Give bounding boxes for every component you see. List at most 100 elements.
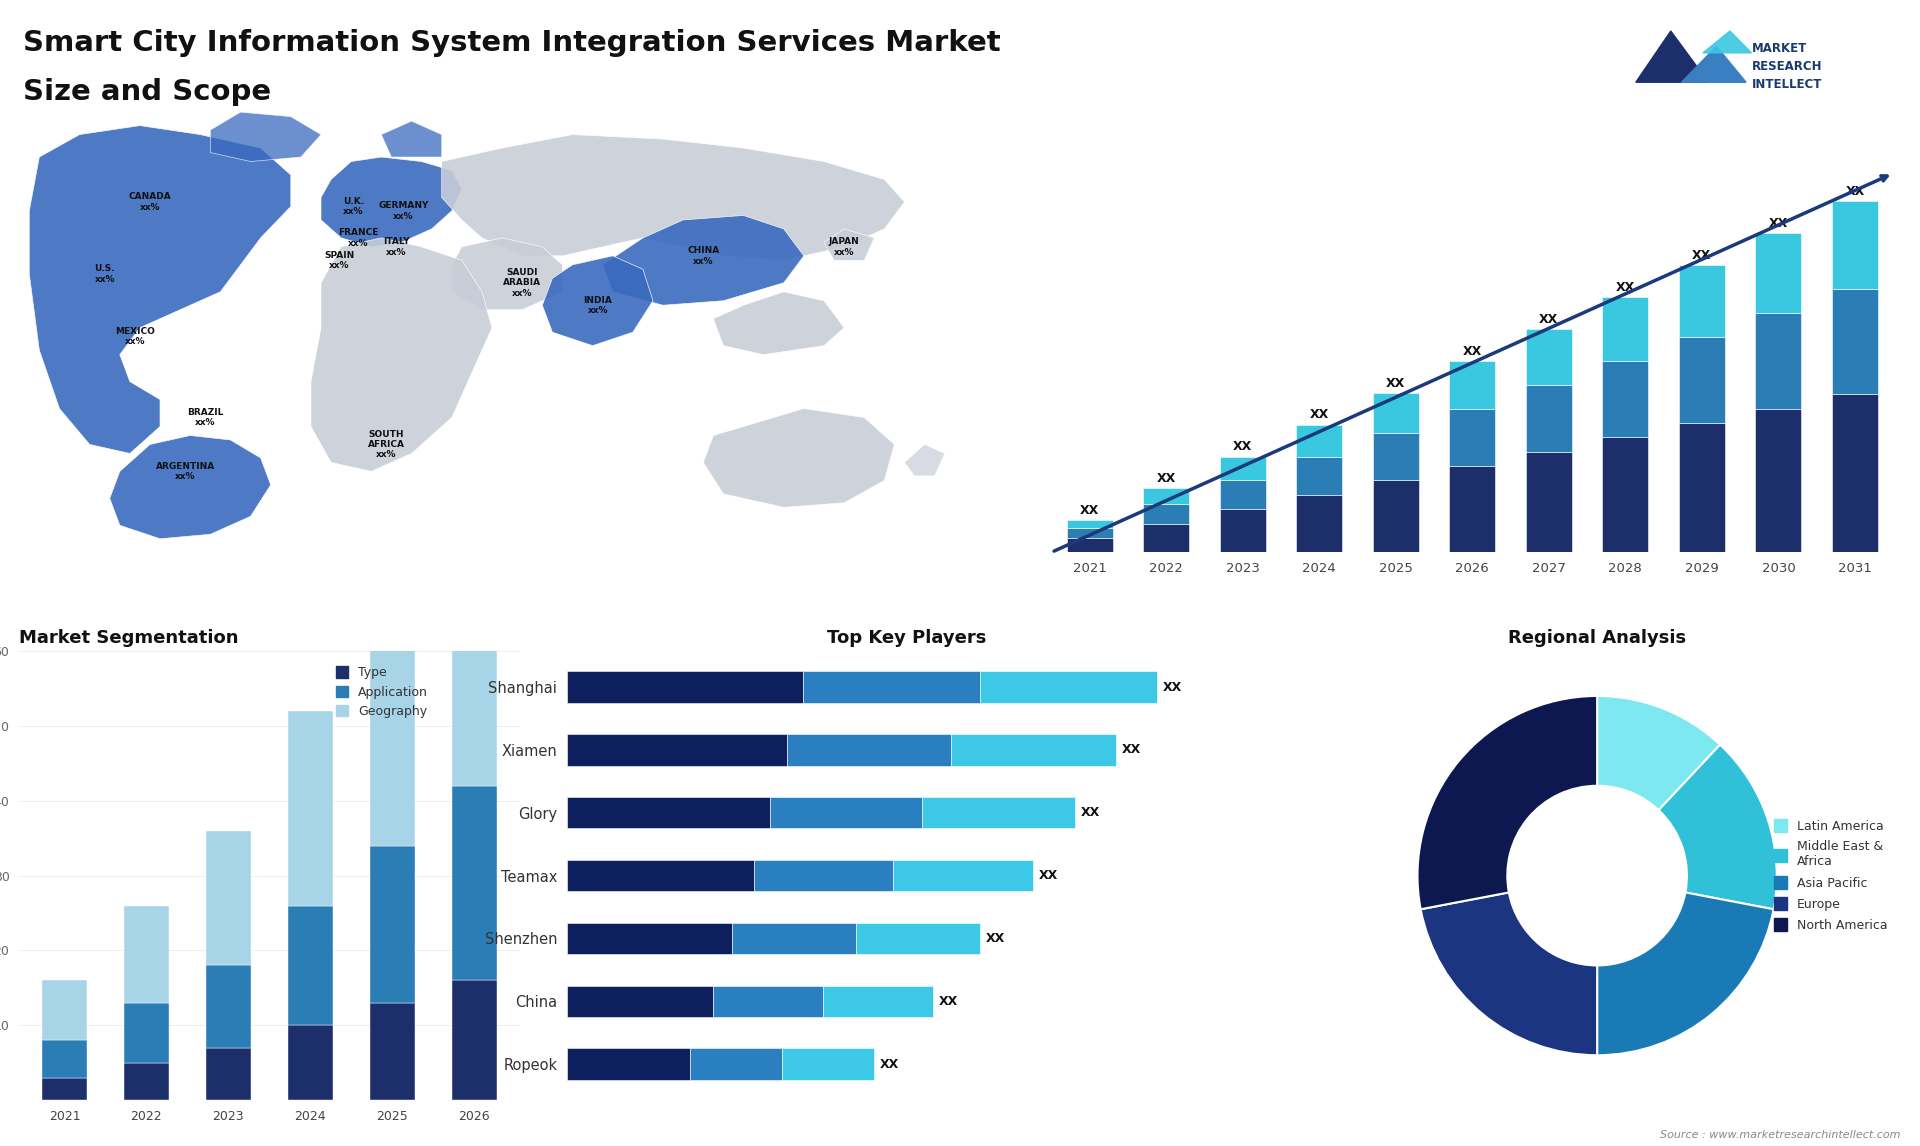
Bar (1755, 409, 1801, 552)
Bar (1296, 425, 1342, 456)
Polygon shape (1636, 31, 1709, 83)
Bar (566, 860, 753, 892)
Text: XX: XX (1121, 744, 1140, 756)
Bar (1068, 520, 1114, 528)
Bar (1678, 265, 1724, 337)
Text: JAPAN
xx%: JAPAN xx% (829, 237, 860, 257)
Bar (1755, 313, 1801, 409)
Polygon shape (321, 157, 463, 246)
Bar (451, 471, 497, 786)
Bar (125, 905, 169, 1003)
Bar (1832, 289, 1878, 394)
Bar (566, 672, 803, 702)
Legend: Type, Application, Geography: Type, Application, Geography (336, 666, 428, 717)
Bar (205, 1047, 252, 1100)
Text: XX: XX (1309, 408, 1329, 422)
Bar (371, 591, 415, 846)
Text: GERMANY
xx%: GERMANY xx% (378, 202, 428, 221)
Bar (1526, 385, 1572, 452)
Bar (1603, 438, 1647, 552)
Polygon shape (311, 238, 492, 471)
Bar (125, 1003, 169, 1062)
Bar (856, 923, 981, 955)
Bar (787, 735, 950, 766)
Bar (451, 786, 497, 980)
Text: Market Segmentation: Market Segmentation (19, 629, 238, 646)
Polygon shape (541, 256, 653, 346)
Text: XX: XX (1039, 869, 1058, 882)
Text: MARKET
RESEARCH
INTELLECT: MARKET RESEARCH INTELLECT (1751, 42, 1822, 91)
Bar (566, 1049, 689, 1080)
Text: SAUDI
ARABIA
xx%: SAUDI ARABIA xx% (503, 268, 541, 298)
Text: SOUTH
AFRICA
xx%: SOUTH AFRICA xx% (369, 430, 405, 460)
Bar (1068, 537, 1114, 552)
Text: XX: XX (1386, 377, 1405, 390)
Bar (1603, 361, 1647, 438)
Bar (1526, 329, 1572, 385)
Bar (42, 980, 86, 1041)
Bar (803, 672, 981, 702)
Text: XX: XX (1540, 313, 1559, 325)
Polygon shape (714, 292, 845, 354)
Text: XX: XX (1081, 807, 1100, 819)
Bar (1832, 394, 1878, 552)
Title: Regional Analysis: Regional Analysis (1507, 629, 1686, 646)
Polygon shape (442, 134, 904, 260)
Text: XX: XX (939, 995, 958, 1007)
Polygon shape (703, 408, 895, 508)
Bar (566, 986, 714, 1017)
Wedge shape (1597, 893, 1774, 1055)
Text: XX: XX (1692, 249, 1711, 262)
Bar (205, 965, 252, 1047)
Wedge shape (1659, 745, 1776, 909)
Polygon shape (211, 112, 321, 162)
Text: U.K.
xx%: U.K. xx% (342, 197, 363, 217)
Bar (1219, 456, 1265, 480)
Bar (781, 1049, 874, 1080)
Bar (950, 735, 1116, 766)
Bar (922, 798, 1075, 829)
Bar (566, 798, 770, 829)
Text: BRAZIL
xx%: BRAZIL xx% (186, 408, 223, 427)
Bar (1603, 297, 1647, 361)
Text: CHINA
xx%: CHINA xx% (687, 246, 720, 266)
Legend: Latin America, Middle East &
Africa, Asia Pacific, Europe, North America: Latin America, Middle East & Africa, Asi… (1774, 819, 1887, 932)
Text: XX: XX (1845, 186, 1864, 198)
Bar (566, 735, 787, 766)
Wedge shape (1417, 696, 1597, 909)
Bar (1219, 509, 1265, 552)
Polygon shape (451, 238, 563, 309)
Bar (566, 923, 732, 955)
Text: XX: XX (1463, 345, 1482, 358)
Text: XX: XX (1617, 281, 1636, 293)
Text: ITALY
xx%: ITALY xx% (384, 237, 409, 257)
Polygon shape (109, 435, 271, 539)
Text: XX: XX (879, 1058, 899, 1070)
Bar (1373, 433, 1419, 480)
Polygon shape (603, 215, 804, 305)
Bar (1142, 524, 1188, 552)
Bar (451, 980, 497, 1100)
Bar (1219, 480, 1265, 509)
Text: XX: XX (987, 932, 1006, 945)
Text: Size and Scope: Size and Scope (23, 78, 271, 105)
Text: INDIA
xx%: INDIA xx% (584, 296, 612, 315)
Bar (1373, 393, 1419, 433)
Polygon shape (1682, 46, 1745, 83)
Bar (689, 1049, 781, 1080)
Bar (288, 711, 332, 905)
Bar (714, 986, 824, 1017)
Text: Source : www.marketresearchintellect.com: Source : www.marketresearchintellect.com (1661, 1130, 1901, 1140)
Bar (205, 831, 252, 965)
Bar (1142, 488, 1188, 504)
Text: XX: XX (1233, 440, 1252, 454)
Bar (371, 1003, 415, 1100)
Polygon shape (29, 126, 290, 454)
Bar (288, 905, 332, 1026)
Bar (1755, 234, 1801, 313)
Text: CANADA
xx%: CANADA xx% (129, 193, 171, 212)
Text: U.S.
xx%: U.S. xx% (94, 264, 115, 283)
Text: XX: XX (1081, 504, 1100, 517)
Bar (1296, 495, 1342, 552)
Wedge shape (1597, 696, 1720, 810)
